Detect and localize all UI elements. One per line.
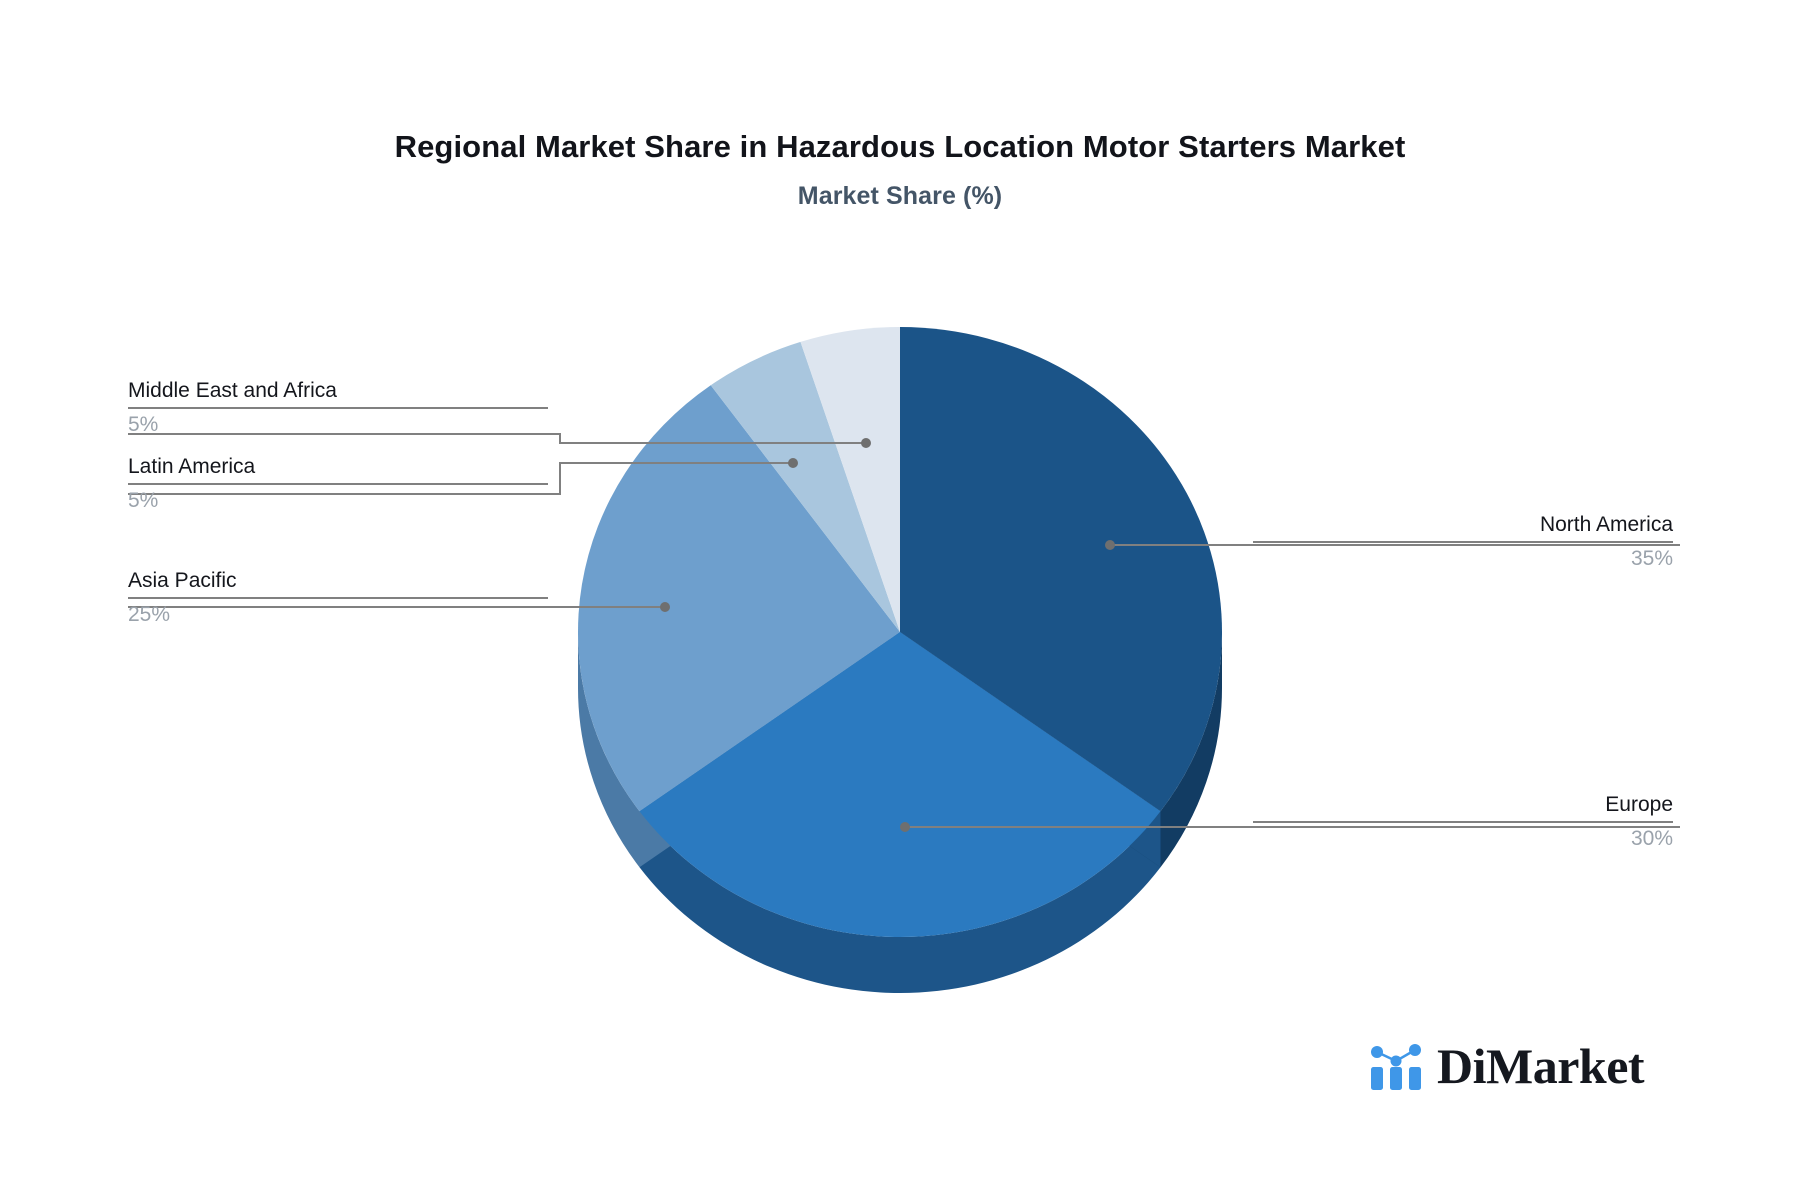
callout-rule — [128, 407, 548, 410]
pie-slice-asia-pacific[interactable] — [578, 385, 900, 812]
callout-label-europe: Europe — [1605, 793, 1673, 816]
callout-rule — [128, 483, 548, 486]
callout-rule — [128, 597, 548, 600]
chart-subtitle: Market Share (%) — [797, 182, 1003, 211]
leader-anchor-dot — [788, 458, 798, 468]
callout-latin-america: Latin America 5% — [128, 454, 548, 515]
pie-slice-side-europe — [639, 811, 1161, 993]
callout-label-north-america: North America — [1539, 513, 1673, 536]
pie-slice-middle-east-and-africa[interactable] — [800, 327, 900, 632]
pie-slice-europe[interactable] — [639, 632, 1161, 938]
chart-title: Regional Market Share in Hazardous Locat… — [394, 129, 1406, 164]
callout-label-asia-pacific: Asia Pacific — [128, 569, 237, 592]
brand-logo: DiMarket — [1368, 1038, 1645, 1094]
brand-wordmark: DiMarket — [1437, 1038, 1645, 1094]
pie-slice-latin-america[interactable] — [710, 341, 900, 632]
callout-value-north-america: 35% — [1630, 547, 1673, 571]
leader-anchor-dot — [660, 602, 670, 612]
callout-value-middle-east-and-africa: 5% — [128, 413, 159, 437]
callout-north-america: North America 35% — [1253, 512, 1673, 573]
leader-lines — [128, 433, 1680, 832]
title-block: Regional Market Share in Hazardous Locat… — [0, 128, 1800, 211]
callout-label-latin-america: Latin America — [128, 455, 256, 478]
callout-value-europe: 30% — [1630, 827, 1673, 851]
callout-rule — [1253, 541, 1673, 544]
leader-anchor-dot — [1105, 540, 1115, 550]
bar-chart-logo-icon — [1371, 1044, 1421, 1090]
pie-slice-north-america[interactable] — [900, 327, 1222, 812]
leader-line — [128, 462, 793, 495]
callout-value-asia-pacific: 25% — [128, 603, 171, 627]
callout-europe: Europe 30% — [1253, 792, 1673, 853]
pie-slice-side-north-america — [1160, 632, 1222, 868]
callout-label-middle-east-and-africa: Middle East and Africa — [128, 379, 337, 402]
leader-anchor-dot — [900, 822, 910, 832]
pie-slices — [578, 327, 1222, 938]
callout-rule — [1253, 821, 1673, 824]
pie-slice-side-asia-pacific — [578, 632, 640, 868]
callout-asia-pacific: Asia Pacific 25% — [128, 568, 548, 629]
leader-anchor-dot — [861, 438, 871, 448]
callout-value-latin-america: 5% — [128, 489, 159, 513]
leader-line — [128, 433, 866, 444]
callout-middle-east-and-africa: Middle East and Africa 5% — [128, 378, 548, 439]
